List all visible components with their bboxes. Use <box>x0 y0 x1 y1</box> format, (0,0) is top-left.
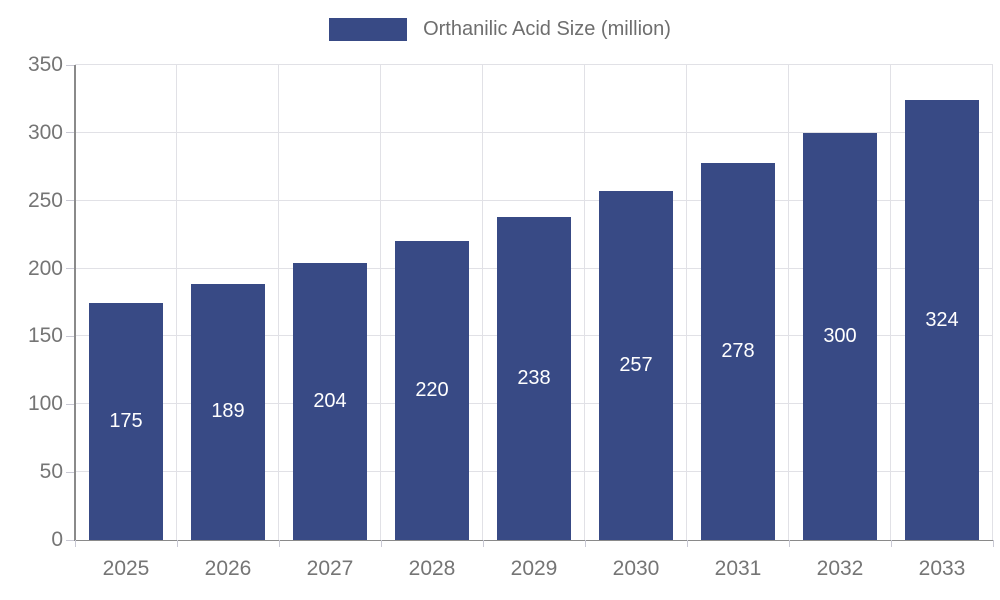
bar-value-label: 238 <box>517 367 551 389</box>
y-axis-tick <box>66 539 74 541</box>
bar[interactable]: 238 <box>497 217 571 540</box>
x-axis-label: 2027 <box>306 557 354 580</box>
x-axis-label: 2025 <box>102 557 150 580</box>
x-axis-label: 2029 <box>510 557 558 580</box>
y-axis-tick <box>66 64 74 66</box>
y-axis-label: 50 <box>39 460 63 484</box>
bar-value-label: 175 <box>109 409 143 432</box>
y-axis-label: 350 <box>27 53 63 76</box>
legend-item[interactable]: Orthanilic Acid Size (million) <box>0 18 1000 41</box>
x-axis-label: 2033 <box>918 557 966 580</box>
y-axis-tick <box>66 132 74 134</box>
bar[interactable]: 300 <box>803 132 877 540</box>
x-axis-tick <box>74 540 76 547</box>
x-axis-tick <box>278 540 280 547</box>
x-axis-line <box>74 539 993 541</box>
bar[interactable]: 257 <box>599 191 673 540</box>
bar-value-label: 300 <box>823 324 857 347</box>
x-axis-tick <box>176 540 178 547</box>
y-axis-label: 150 <box>27 324 63 348</box>
bar[interactable]: 189 <box>191 283 265 540</box>
gridline-vertical <box>686 65 687 540</box>
legend-swatch <box>329 18 408 41</box>
x-axis-label: 2032 <box>816 557 864 580</box>
y-axis-tick <box>66 471 74 473</box>
bar[interactable]: 220 <box>395 241 469 540</box>
x-axis-label: 2026 <box>204 557 252 580</box>
gridline-horizontal <box>75 199 993 201</box>
bar-value-label: 220 <box>415 379 449 402</box>
y-axis-tick <box>66 200 74 202</box>
bar[interactable]: 204 <box>293 263 367 540</box>
x-axis-tick <box>890 540 892 547</box>
gridline-vertical <box>278 65 279 540</box>
legend-label: Orthanilic Acid Size (million) <box>423 18 671 40</box>
y-axis-tick <box>66 335 74 337</box>
gridline-vertical <box>890 65 891 540</box>
x-axis-tick <box>686 540 688 547</box>
gridline-vertical <box>482 65 483 540</box>
bar-value-label: 324 <box>925 308 959 331</box>
y-axis-label: 300 <box>27 120 63 144</box>
bar-value-label: 204 <box>313 390 347 413</box>
x-axis-label: 2031 <box>714 557 762 580</box>
x-axis-tick <box>380 540 382 547</box>
y-axis-label: 200 <box>27 256 63 280</box>
gridline-horizontal <box>75 131 993 133</box>
x-axis-tick <box>584 540 586 547</box>
bar[interactable]: 278 <box>701 162 775 540</box>
bar-value-label: 257 <box>619 354 653 377</box>
bar[interactable]: 324 <box>905 100 979 540</box>
y-axis-label: 250 <box>27 188 63 212</box>
gridline-vertical <box>584 65 585 540</box>
gridline-vertical <box>380 65 381 540</box>
y-axis-label: 0 <box>51 528 63 551</box>
gridline-vertical <box>788 65 789 540</box>
x-axis-tick <box>992 540 994 547</box>
y-axis-line <box>74 65 76 540</box>
gridline-horizontal <box>75 64 993 65</box>
gridline-vertical <box>992 65 993 540</box>
x-axis-tick <box>788 540 790 547</box>
y-axis-tick <box>66 268 74 270</box>
gridline-vertical <box>176 65 177 540</box>
x-axis-tick <box>482 540 484 547</box>
x-axis-label: 2028 <box>408 557 456 580</box>
plot-area: 175 189 204 220 238 257 278 300 324 <box>74 64 993 541</box>
y-axis-tick <box>66 403 74 405</box>
y-axis-label: 100 <box>27 392 63 416</box>
bar-value-label: 278 <box>721 339 755 362</box>
x-axis-label: 2030 <box>612 557 660 580</box>
bar-value-label: 189 <box>211 400 245 423</box>
bar[interactable]: 175 <box>89 302 163 540</box>
